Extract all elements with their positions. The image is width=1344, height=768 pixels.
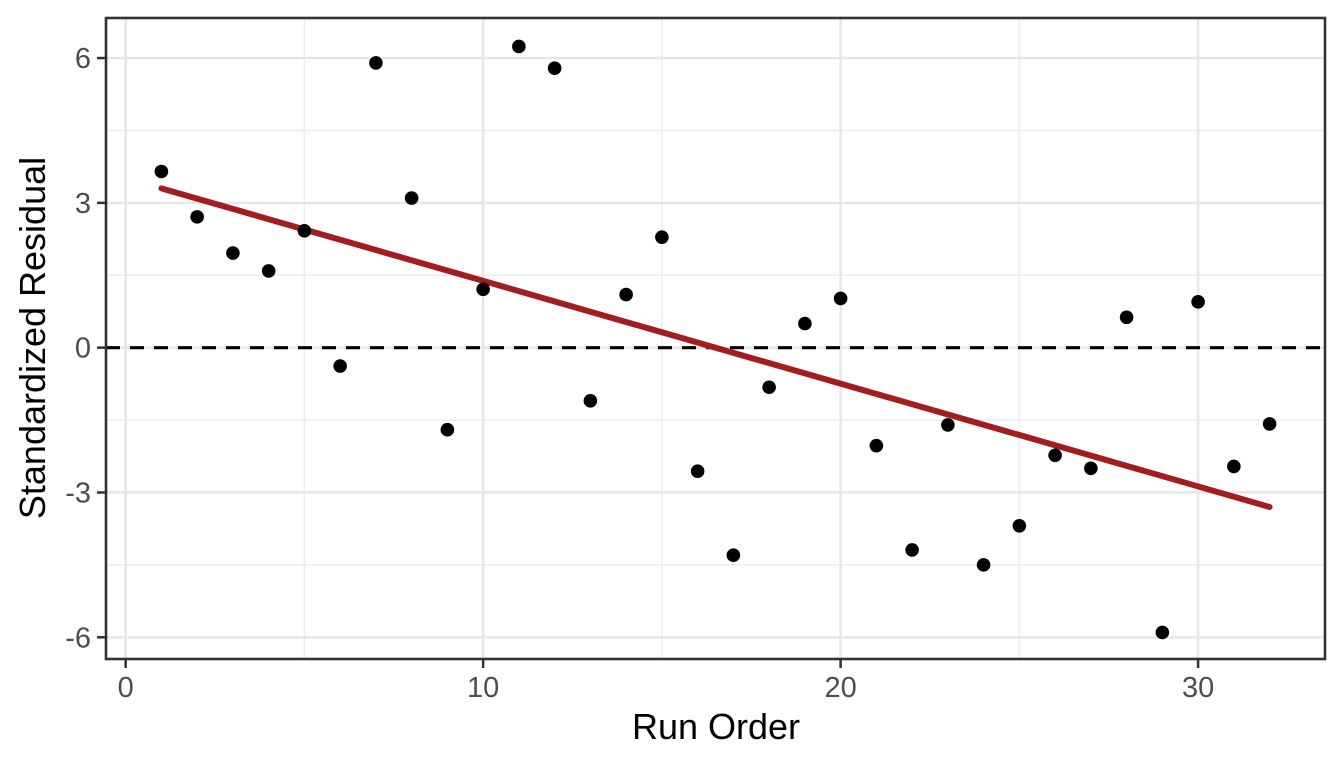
y-tick-label: 6 bbox=[75, 43, 91, 75]
data-point bbox=[547, 61, 562, 75]
data-point bbox=[226, 246, 240, 260]
data-point bbox=[1262, 417, 1277, 431]
y-axis-title: Standardized Residual bbox=[12, 156, 53, 520]
data-point bbox=[798, 316, 812, 331]
data-point bbox=[1191, 295, 1205, 309]
data-point bbox=[369, 56, 383, 70]
data-point bbox=[190, 210, 204, 224]
data-point bbox=[404, 191, 419, 205]
data-point bbox=[941, 418, 955, 432]
x-tick-label: 30 bbox=[1182, 672, 1214, 704]
y-tick-label: -6 bbox=[65, 622, 91, 654]
data-point bbox=[297, 224, 312, 238]
x-tick-label: 0 bbox=[118, 672, 134, 704]
data-point bbox=[726, 548, 741, 563]
data-point bbox=[476, 282, 490, 297]
data-point bbox=[333, 359, 347, 373]
y-tick-label: -3 bbox=[65, 477, 91, 509]
data-point bbox=[1155, 625, 1170, 640]
data-point bbox=[690, 464, 705, 479]
data-point bbox=[512, 39, 526, 54]
data-point bbox=[905, 543, 919, 557]
data-point bbox=[1227, 459, 1241, 474]
data-point bbox=[619, 287, 633, 302]
trend-line bbox=[158, 185, 1273, 510]
data-point bbox=[833, 291, 848, 306]
data-point bbox=[440, 422, 455, 437]
data-point bbox=[1012, 518, 1027, 533]
data-point bbox=[1084, 461, 1098, 476]
y-tick-label: 3 bbox=[75, 188, 91, 220]
data-point bbox=[1048, 448, 1062, 463]
panel-background bbox=[106, 18, 1325, 659]
data-point bbox=[976, 558, 991, 572]
x-axis-title: Run Order bbox=[631, 706, 801, 747]
data-point bbox=[655, 230, 669, 244]
data-point bbox=[583, 393, 598, 408]
data-point bbox=[261, 264, 276, 278]
data-point bbox=[869, 438, 884, 453]
y-tick-label: 0 bbox=[75, 333, 91, 365]
data-point bbox=[762, 380, 776, 395]
x-tick-label: 20 bbox=[824, 672, 856, 704]
panel-border bbox=[104, 16, 1327, 661]
data-point bbox=[1119, 310, 1134, 325]
data-point bbox=[154, 164, 169, 179]
x-tick-label: 10 bbox=[467, 672, 499, 704]
